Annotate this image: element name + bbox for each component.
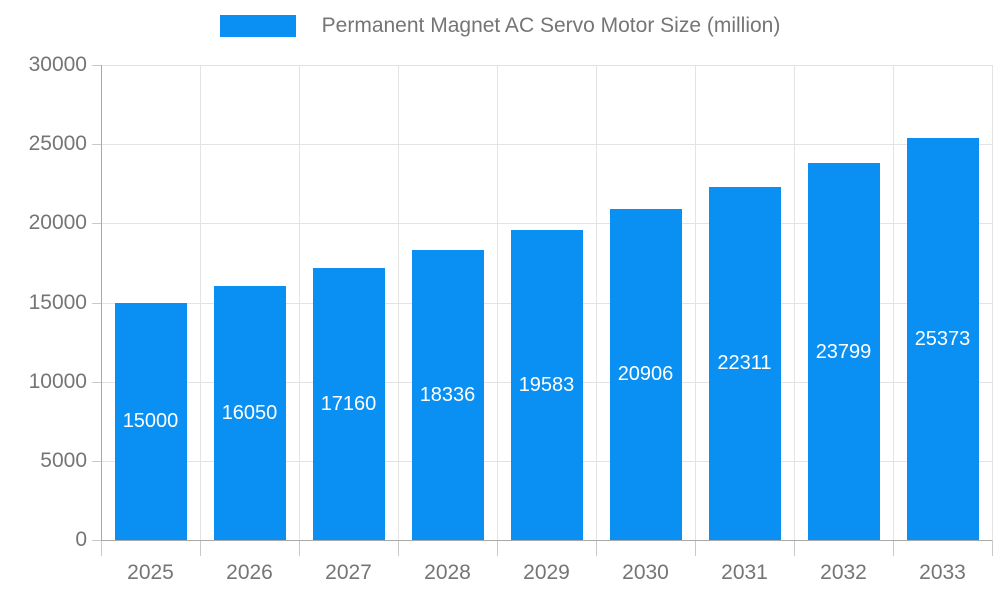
bar-2028[interactable]: 18336 [411, 249, 484, 540]
x-axis-tick [497, 540, 498, 556]
bar-value-label: 22311 [717, 352, 772, 375]
h-gridline [101, 144, 992, 146]
x-axis-label: 2026 [226, 561, 273, 584]
y-axis-label: 10000 [28, 369, 87, 393]
x-axis-label: 2025 [127, 561, 174, 584]
x-axis-label: 2031 [721, 561, 768, 584]
bar-value-label: 23799 [815, 340, 872, 363]
y-axis-label: 0 [75, 528, 87, 551]
bar-2030[interactable]: 20906 [609, 208, 682, 540]
x-axis-label: 2027 [325, 561, 372, 584]
y-axis-tick [92, 223, 101, 225]
bar-value-label: 25373 [914, 328, 971, 351]
v-gridline [596, 65, 597, 540]
bar-value-label: 17160 [320, 393, 377, 416]
bar-value-label: 20906 [617, 363, 674, 386]
y-axis-label: 5000 [40, 448, 87, 472]
legend-swatch [219, 15, 296, 37]
x-axis-line [101, 540, 992, 541]
bar-2025[interactable]: 15000 [114, 302, 187, 540]
bar-2033[interactable]: 25373 [906, 138, 979, 540]
v-gridline [200, 65, 201, 540]
x-axis-label: 2029 [523, 561, 570, 584]
v-gridline [497, 65, 498, 540]
v-gridline [695, 65, 696, 540]
v-gridline [299, 65, 300, 540]
v-gridline [794, 65, 795, 540]
y-axis-tick [92, 144, 101, 146]
v-gridline [398, 65, 399, 540]
x-axis-tick [398, 540, 399, 556]
y-axis-label: 30000 [28, 53, 87, 76]
legend[interactable]: Permanent Magnet AC Servo Motor Size (mi… [0, 14, 1000, 38]
bar-value-label: 19583 [518, 373, 575, 396]
x-axis-tick [200, 540, 201, 556]
y-axis-line [101, 65, 102, 540]
y-axis-label: 15000 [28, 290, 87, 314]
x-axis-tick [794, 540, 795, 556]
v-gridline [893, 65, 894, 540]
bar-2026[interactable]: 16050 [213, 285, 286, 540]
bar-2031[interactable]: 22311 [708, 186, 781, 540]
bar-value-label: 18336 [419, 383, 476, 406]
y-axis-tick [92, 65, 101, 66]
h-gridline [101, 223, 992, 225]
bar-value-label: 16050 [221, 401, 278, 424]
x-axis-label: 2032 [820, 561, 867, 584]
y-axis-label: 25000 [28, 132, 87, 156]
x-axis-tick [101, 540, 102, 556]
y-axis-tick [92, 302, 101, 304]
bar-2027[interactable]: 17160 [312, 268, 385, 540]
x-axis-tick [992, 540, 993, 556]
x-axis-label: 2030 [622, 561, 669, 584]
x-axis-label: 2033 [919, 561, 966, 584]
bar-2029[interactable]: 19583 [510, 229, 583, 540]
v-gridline [992, 65, 993, 540]
y-axis-label: 20000 [28, 211, 87, 235]
legend-label: Permanent Magnet AC Servo Motor Size (mi… [321, 14, 781, 37]
y-axis-tick [92, 540, 101, 541]
x-axis-tick [893, 540, 894, 556]
h-gridline [101, 65, 992, 66]
plot-area: 15000 16050 17160 18336 19583 20906 22311 23799… [101, 65, 993, 540]
x-axis-tick [596, 540, 597, 556]
x-axis-tick [695, 540, 696, 556]
bar-2032[interactable]: 23799 [807, 163, 880, 540]
bar-value-label: 15000 [122, 410, 179, 433]
x-axis-tick [299, 540, 300, 556]
x-axis-label: 2028 [424, 561, 471, 584]
y-axis-tick [92, 381, 101, 383]
y-axis-tick [92, 460, 101, 462]
